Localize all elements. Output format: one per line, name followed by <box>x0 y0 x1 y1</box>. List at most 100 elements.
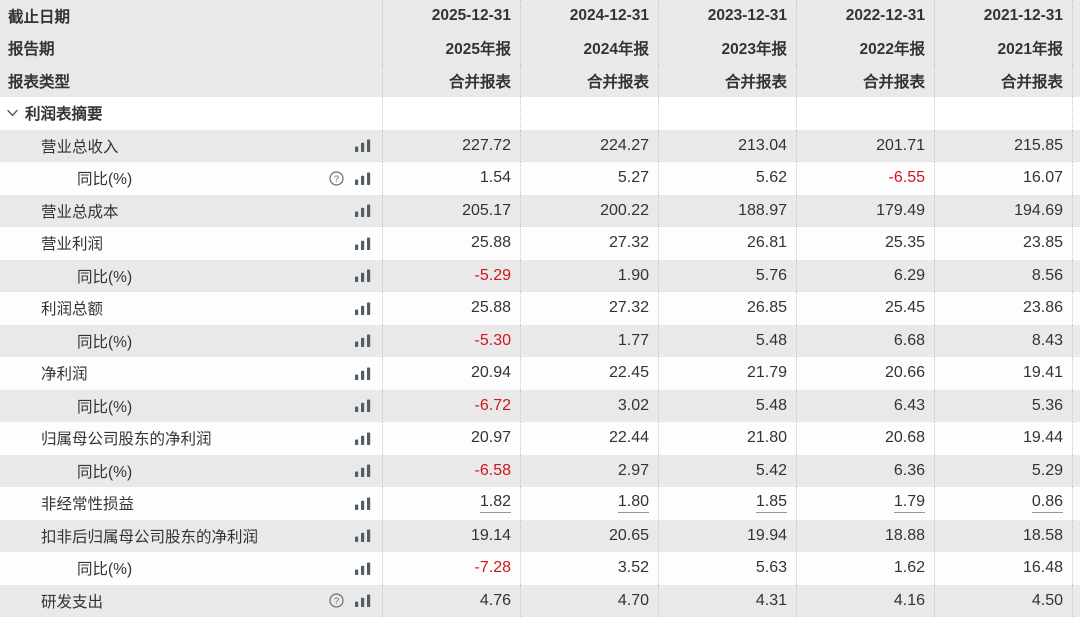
value-text: 20.65 <box>608 526 649 544</box>
bar-chart-icon[interactable] <box>354 529 372 543</box>
value-cell: 20.68 <box>797 422 935 455</box>
bar-chart-icon[interactable] <box>354 302 372 315</box>
table-row: 同比(%) -7.28 3.52 5.63 1.62 16.48 <box>0 552 1080 585</box>
value-cell: 22.45 <box>521 357 659 390</box>
bar-chart-icon[interactable] <box>354 172 372 185</box>
value-text: -5.29 <box>474 266 511 284</box>
value-cell: 21.80 <box>659 422 797 455</box>
bar-chart-icon[interactable] <box>354 562 372 575</box>
value-cell: 5.62 <box>659 162 797 195</box>
value-text: 25.88 <box>470 234 511 252</box>
value-cell: -7.28 <box>383 552 521 585</box>
value-text: 合并报表 <box>724 73 787 91</box>
bar-chart-icon[interactable] <box>354 367 372 380</box>
row-icons <box>354 529 382 543</box>
value-cell: 1.77 <box>521 324 659 357</box>
table-row: 营业利润 25.88 27.32 26.81 25.35 23.85 <box>0 227 1080 260</box>
header-line-end-date: 截止日期 2025-12-31 2024-12-31 2023-12-31 2022-1… <box>0 0 1080 33</box>
value-text: 201.71 <box>876 136 925 154</box>
value-cell: 5.76 <box>659 259 797 292</box>
bar-chart-icon[interactable] <box>354 204 372 218</box>
table-body: 利润表摘要 营业总收入 227.72 224.27 213.04 201.71 215.85… <box>0 97 1080 617</box>
row-icons <box>354 562 382 575</box>
value-text: 20.94 <box>470 364 511 382</box>
header-label-text: 报表类型 <box>8 73 71 91</box>
bar-chart-icon[interactable] <box>354 139 372 153</box>
value-cell: 5.63 <box>659 552 797 585</box>
value-cell: 224.27 <box>521 129 659 162</box>
bar-chart-icon[interactable] <box>354 334 372 348</box>
value-text[interactable]: 1.85 <box>755 493 787 514</box>
value-cell: 5.36 <box>935 389 1073 422</box>
bar-chart-icon[interactable] <box>354 399 372 413</box>
value-text: 5.29 <box>1031 461 1063 479</box>
row-label: 营业利润 <box>41 236 104 254</box>
bar-chart-icon[interactable] <box>354 464 372 478</box>
row-label-cell: 同比(%) <box>0 454 383 487</box>
value-cell <box>521 97 659 130</box>
header-label-end-date: 截止日期 <box>0 0 383 33</box>
chevron-down-icon[interactable] <box>6 107 19 119</box>
value-cell: -6.58 <box>383 454 521 487</box>
value-text: -6.55 <box>888 169 925 187</box>
row-icons <box>354 464 382 478</box>
value-cell: 4.76 <box>383 584 521 617</box>
section-row-profit-summary[interactable]: 利润表摘要 <box>0 97 1080 130</box>
row-label-cell: 营业利润 <box>0 227 383 260</box>
value-text: 合并报表 <box>862 73 925 91</box>
value-text[interactable]: 1.80 <box>617 493 649 514</box>
value-text[interactable]: 0.86 <box>1031 493 1063 514</box>
row-label-cell: 归属母公司股东的净利润 <box>0 422 383 455</box>
value-cell: -5.30 <box>383 324 521 357</box>
bar-chart-icon[interactable] <box>354 594 372 608</box>
value-cell: 27.32 <box>521 227 659 260</box>
value-cell: 19.41 <box>935 357 1073 390</box>
row-label: 营业总成本 <box>41 203 119 221</box>
row-label: 同比(%) <box>77 398 133 416</box>
value-text: 5.63 <box>755 559 787 577</box>
value-text[interactable]: 1.82 <box>479 493 511 514</box>
row-icons <box>354 237 382 250</box>
value-cell: 4.50 <box>935 584 1073 617</box>
table-header: 截止日期 2025-12-31 2024-12-31 2023-12-31 2022-1… <box>0 0 1080 97</box>
bar-chart-icon[interactable] <box>354 269 372 283</box>
value-cell: 8.56 <box>935 259 1073 292</box>
value-text: 224.27 <box>600 136 649 154</box>
value-text: 3.02 <box>617 396 649 414</box>
value-cell: 3.52 <box>521 552 659 585</box>
row-label-cell: 利润总额 <box>0 292 383 325</box>
value-text: 2024年报 <box>583 41 649 59</box>
value-cell: 26.85 <box>659 292 797 325</box>
value-text: 6.43 <box>893 396 925 414</box>
value-text: 1.77 <box>617 331 649 349</box>
value-cell: 3.02 <box>521 389 659 422</box>
value-text: 合并报表 <box>448 73 511 91</box>
table-row: 同比(%) -6.58 2.97 5.42 6.36 5.29 <box>0 454 1080 487</box>
value-text: 3.52 <box>617 559 649 577</box>
help-icon[interactable]: ? <box>329 593 344 608</box>
header-value-cell: 合并报表 <box>383 64 521 97</box>
value-text: 2023-12-31 <box>707 7 787 25</box>
bar-chart-icon[interactable] <box>354 497 372 510</box>
value-text: 20.68 <box>884 429 925 447</box>
value-text: 22.44 <box>608 429 649 447</box>
value-text: 25.35 <box>884 234 925 252</box>
value-cell: 16.07 <box>935 162 1073 195</box>
header-value-cell: 2025-12-31 <box>383 0 521 33</box>
value-text[interactable]: 1.79 <box>893 493 925 514</box>
row-label: 同比(%) <box>77 171 133 189</box>
bar-chart-icon[interactable] <box>354 432 372 445</box>
header-value-cell: 合并报表 <box>797 64 935 97</box>
bar-chart-icon[interactable] <box>354 237 372 250</box>
value-text: -6.58 <box>474 461 511 479</box>
svg-text:?: ? <box>334 596 339 607</box>
value-cell: 8.43 <box>935 324 1073 357</box>
value-cell: 194.69 <box>935 194 1073 227</box>
value-cell <box>797 97 935 130</box>
value-text: -5.30 <box>474 331 511 349</box>
help-icon[interactable]: ? <box>329 171 344 186</box>
value-cell: 1.90 <box>521 259 659 292</box>
value-cell <box>659 97 797 130</box>
value-cell: 5.48 <box>659 389 797 422</box>
row-label: 研发支出 <box>41 593 104 611</box>
